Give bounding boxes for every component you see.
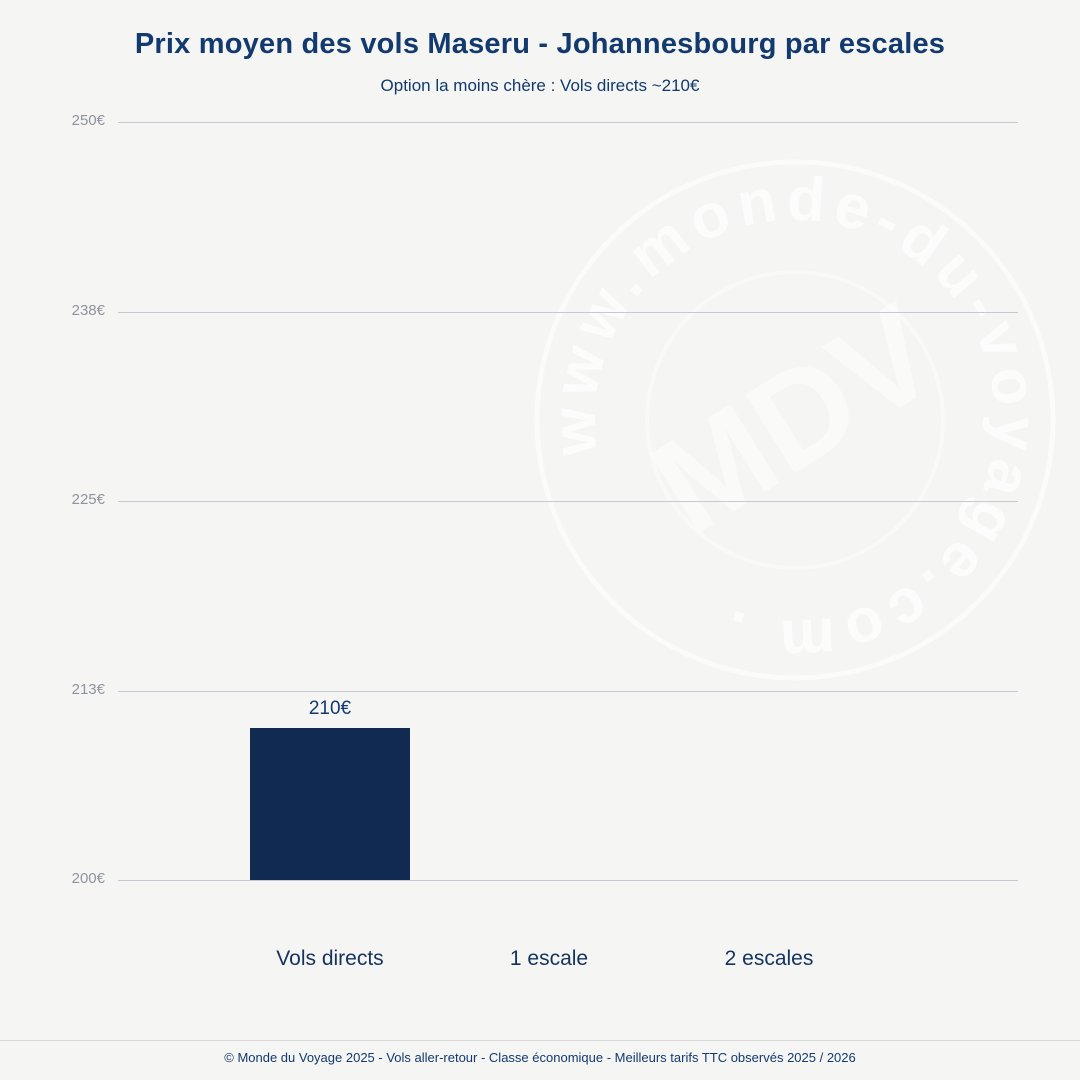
watermark-outer-ring [534, 159, 1056, 681]
y-axis-tick-label: 213€ [71, 680, 105, 698]
bar-value-label: 210€ [308, 698, 352, 720]
footer-text: © Monde du Voyage 2025 - Vols aller-reto… [224, 1050, 856, 1065]
gridline [118, 501, 1018, 502]
y-axis-tick-label: 238€ [71, 301, 105, 319]
y-axis-tick-label: 250€ [71, 112, 105, 129]
x-axis-category-label: Vols directs [276, 947, 384, 970]
gridline [118, 122, 1018, 123]
watermark-ring-text: www.monde-du-voyage.com . [498, 124, 1080, 717]
gridline [118, 690, 1018, 692]
y-axis-tick-label: 200€ [71, 870, 105, 887]
watermark-inner-ring [645, 270, 945, 570]
gridline [118, 311, 1018, 313]
watermark-center-text: MDV [627, 275, 961, 562]
y-axis-tick-label: 225€ [71, 491, 105, 508]
chart-title: Prix moyen des vols Maseru - Johannesbou… [134, 28, 946, 60]
gridline [118, 880, 1018, 881]
chart-subtitle: Option la moins chère : Vols directs ~21… [380, 76, 700, 95]
x-axis-category-label: 2 escales [724, 947, 814, 970]
bar-vols-directs [250, 728, 410, 880]
x-axis-category-label: 1 escale [509, 947, 589, 970]
footer-divider [0, 1040, 1080, 1041]
watermark-stamp: www.monde-du-voyage.com . MDV [498, 124, 1080, 717]
